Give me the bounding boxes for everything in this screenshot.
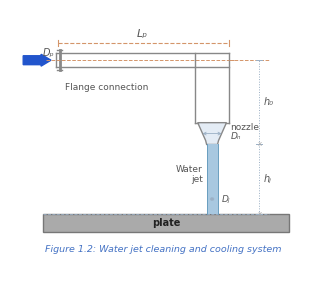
Text: Lₚ: Lₚ: [137, 29, 148, 39]
Text: hⱼ: hⱼ: [264, 174, 272, 184]
Polygon shape: [198, 123, 227, 144]
Bar: [43, 214, 289, 232]
Text: x: x: [258, 141, 262, 147]
FancyArrow shape: [23, 54, 51, 66]
Text: Water: Water: [176, 165, 203, 174]
Text: plate: plate: [152, 218, 180, 228]
Text: Dⱼ: Dⱼ: [221, 195, 230, 203]
Bar: [207, 144, 217, 214]
Text: jet: jet: [191, 175, 203, 184]
Text: Flange connection: Flange connection: [65, 84, 148, 92]
Text: h₀: h₀: [264, 97, 274, 107]
Text: x: x: [258, 211, 262, 217]
Text: Dₚ: Dₚ: [42, 48, 54, 58]
Text: Figure 1.2: Water jet cleaning and cooling system: Figure 1.2: Water jet cleaning and cooli…: [45, 245, 281, 254]
Text: Dₙ: Dₙ: [231, 132, 241, 141]
Text: nozzle: nozzle: [231, 123, 259, 132]
